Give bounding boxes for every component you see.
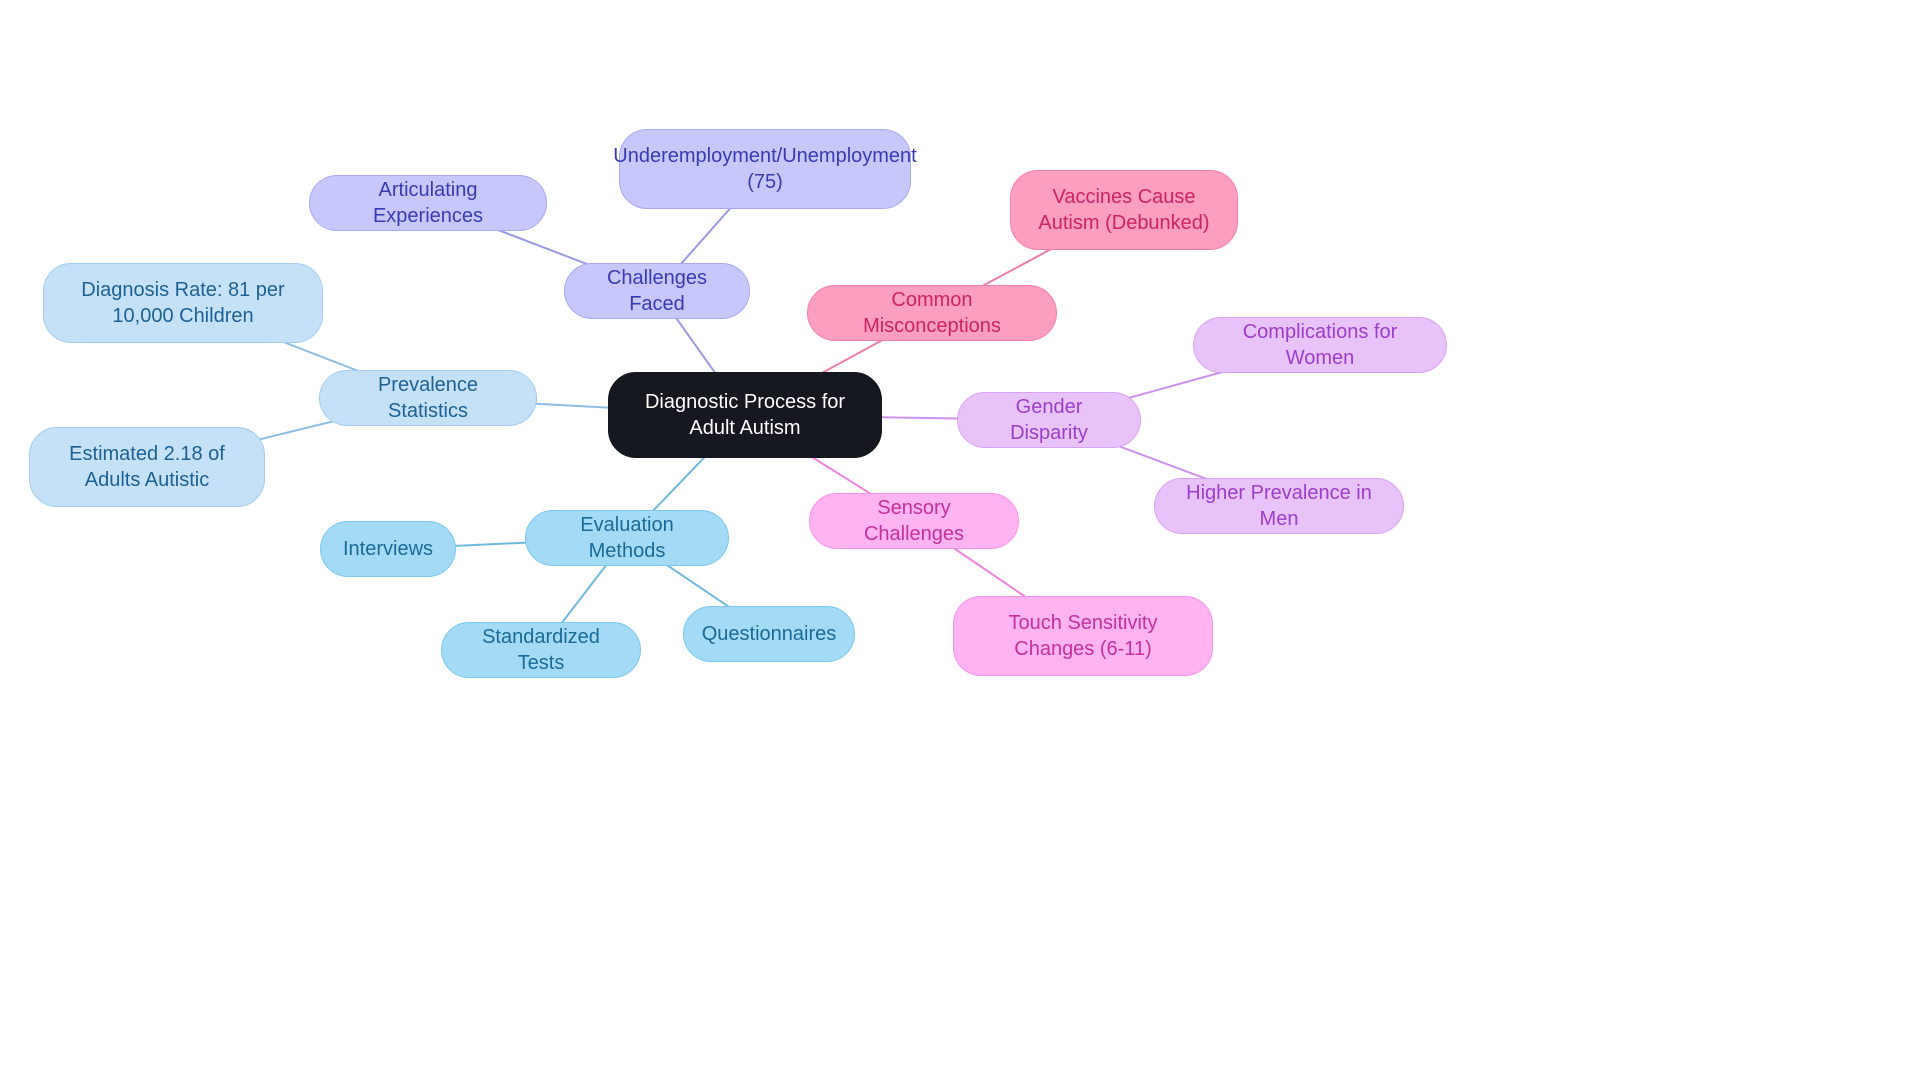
node-questionnaires: Questionnaires bbox=[683, 606, 855, 662]
node-higher_prev: Higher Prevalence in Men bbox=[1154, 478, 1404, 534]
node-standardized: Standardized Tests bbox=[441, 622, 641, 678]
node-touch: Touch Sensitivity Changes (6-11) bbox=[953, 596, 1213, 676]
node-underemployment: Underemployment/Unemployment (75) bbox=[619, 129, 911, 209]
node-diagnosis_rate: Diagnosis Rate: 81 per 10,000 Children bbox=[43, 263, 323, 343]
node-challenges: Challenges Faced bbox=[564, 263, 750, 319]
node-sensory: Sensory Challenges bbox=[809, 493, 1019, 549]
node-interviews: Interviews bbox=[320, 521, 456, 577]
node-prevalence: Prevalence Statistics bbox=[319, 370, 537, 426]
node-articulating: Articulating Experiences bbox=[309, 175, 547, 231]
node-evaluation: Evaluation Methods bbox=[525, 510, 729, 566]
node-complications: Complications for Women bbox=[1193, 317, 1447, 373]
node-misconceptions: Common Misconceptions bbox=[807, 285, 1057, 341]
node-gender: Gender Disparity bbox=[957, 392, 1141, 448]
node-estimated: Estimated 2.18 of Adults Autistic bbox=[29, 427, 265, 507]
node-vaccines: Vaccines Cause Autism (Debunked) bbox=[1010, 170, 1238, 250]
node-center: Diagnostic Process for Adult Autism bbox=[608, 372, 882, 458]
